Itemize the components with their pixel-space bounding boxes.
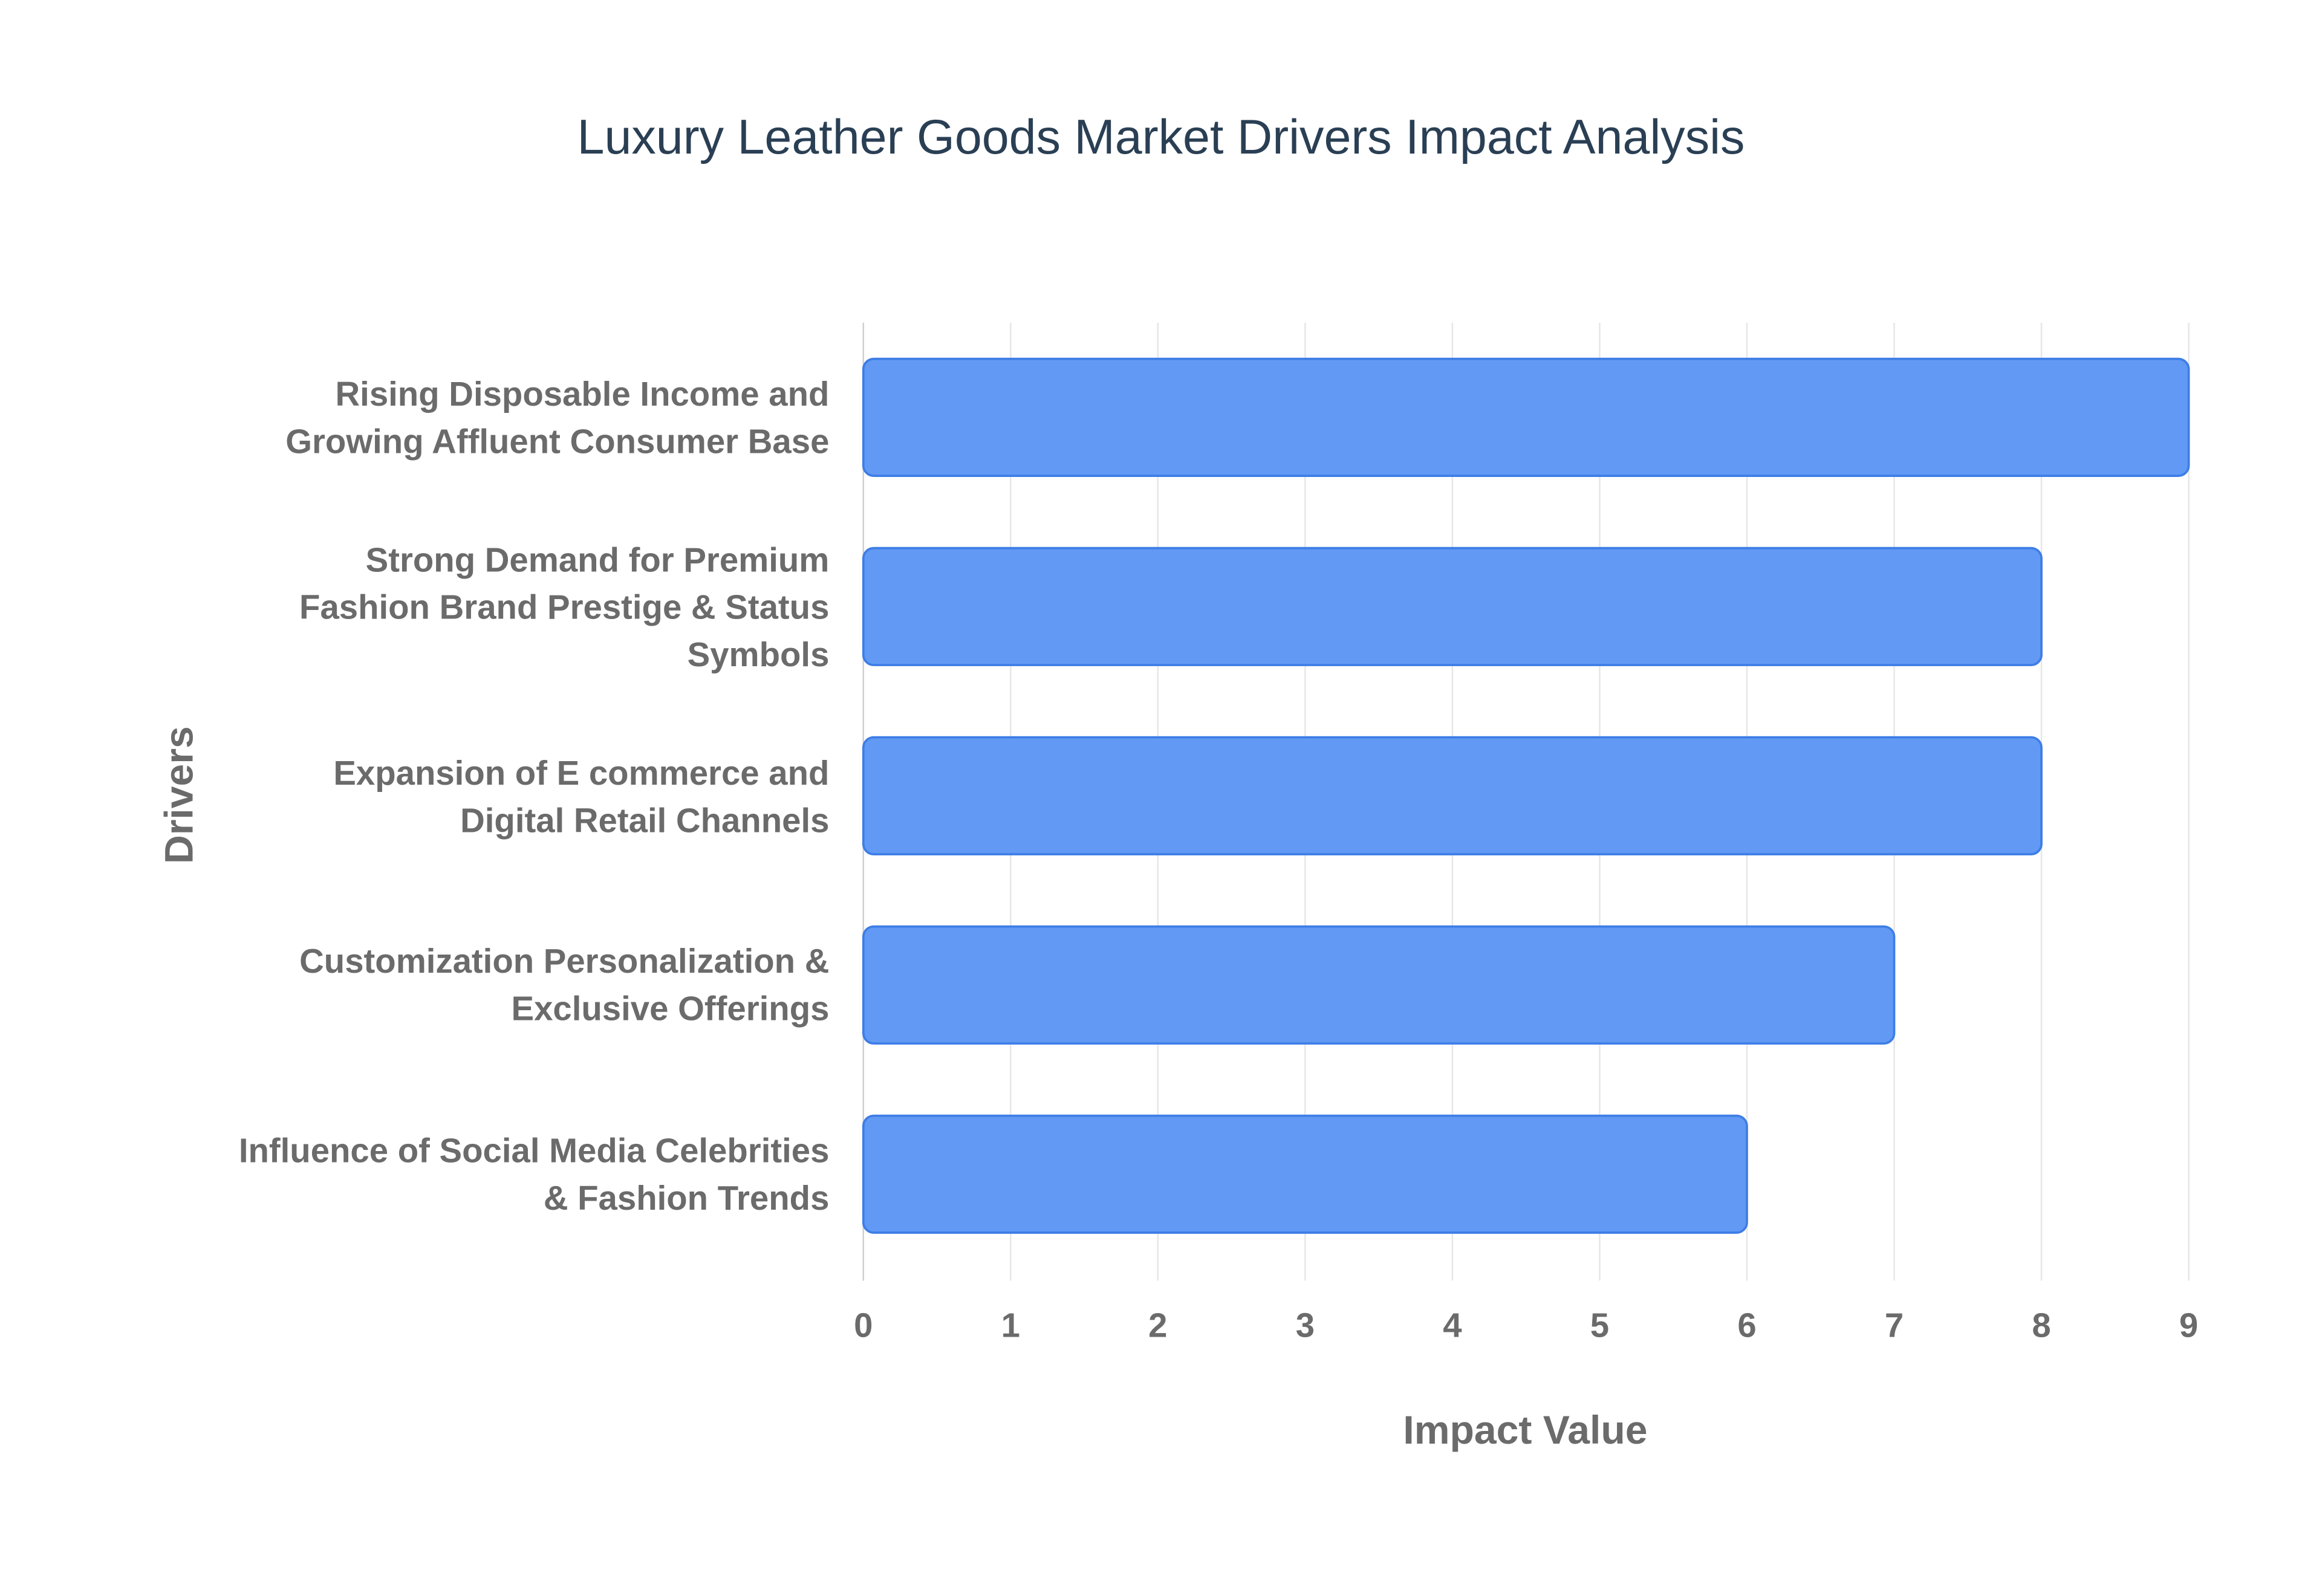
bar — [862, 1114, 1748, 1234]
y-tick-label-box: Strong Demand for Premium Fashion Brand … — [230, 517, 830, 695]
y-tick-label-wrap: Expansion of E commerce and Digital Reta… — [230, 707, 830, 884]
y-tick-label: Influence of Social Media Celebrities & … — [238, 1131, 830, 1218]
x-tick-label: 0 — [854, 1306, 873, 1345]
x-tick-label: 7 — [1885, 1306, 1904, 1345]
y-tick-label-wrap: Influence of Social Media Celebrities & … — [230, 1085, 830, 1263]
x-tick-label: 5 — [1590, 1306, 1609, 1345]
x-tick-label: 8 — [2032, 1306, 2050, 1345]
y-tick-label-box: Influence of Social Media Celebrities & … — [230, 1085, 830, 1263]
x-tick-label: 6 — [1737, 1306, 1756, 1345]
y-axis-label: Drivers — [157, 726, 202, 864]
y-tick-label-wrap: Customization Personalization & Exclusiv… — [230, 896, 830, 1074]
y-tick-label-box: Customization Personalization & Exclusiv… — [230, 896, 830, 1074]
chart-title: Luxury Leather Goods Market Drivers Impa… — [577, 110, 1745, 164]
y-tick-label: Rising Disposable Income and Growing Aff… — [285, 374, 830, 461]
x-tick-label: 1 — [1001, 1306, 1020, 1345]
y-tick-label-wrap: Rising Disposable Income and Growing Aff… — [230, 328, 830, 506]
bar — [862, 925, 1896, 1045]
x-axis-label: Impact Value — [1403, 1408, 1647, 1453]
y-tick-label: Customization Personalization & Exclusiv… — [299, 942, 830, 1028]
x-tick-label: 9 — [2179, 1306, 2198, 1345]
x-tick-label: 4 — [1443, 1306, 1462, 1345]
x-tick-label: 2 — [1148, 1306, 1167, 1345]
bar — [862, 357, 2190, 477]
x-tick-label: 3 — [1296, 1306, 1315, 1345]
y-tick-label-box: Expansion of E commerce and Digital Reta… — [230, 707, 830, 884]
bar — [862, 547, 2043, 666]
y-tick-label: Strong Demand for Premium Fashion Brand … — [299, 540, 830, 673]
bar — [862, 736, 2043, 855]
y-tick-label: Expansion of E commerce and Digital Reta… — [333, 753, 830, 839]
y-tick-label-wrap: Strong Demand for Premium Fashion Brand … — [230, 517, 830, 695]
y-tick-label-box: Rising Disposable Income and Growing Aff… — [230, 328, 830, 506]
